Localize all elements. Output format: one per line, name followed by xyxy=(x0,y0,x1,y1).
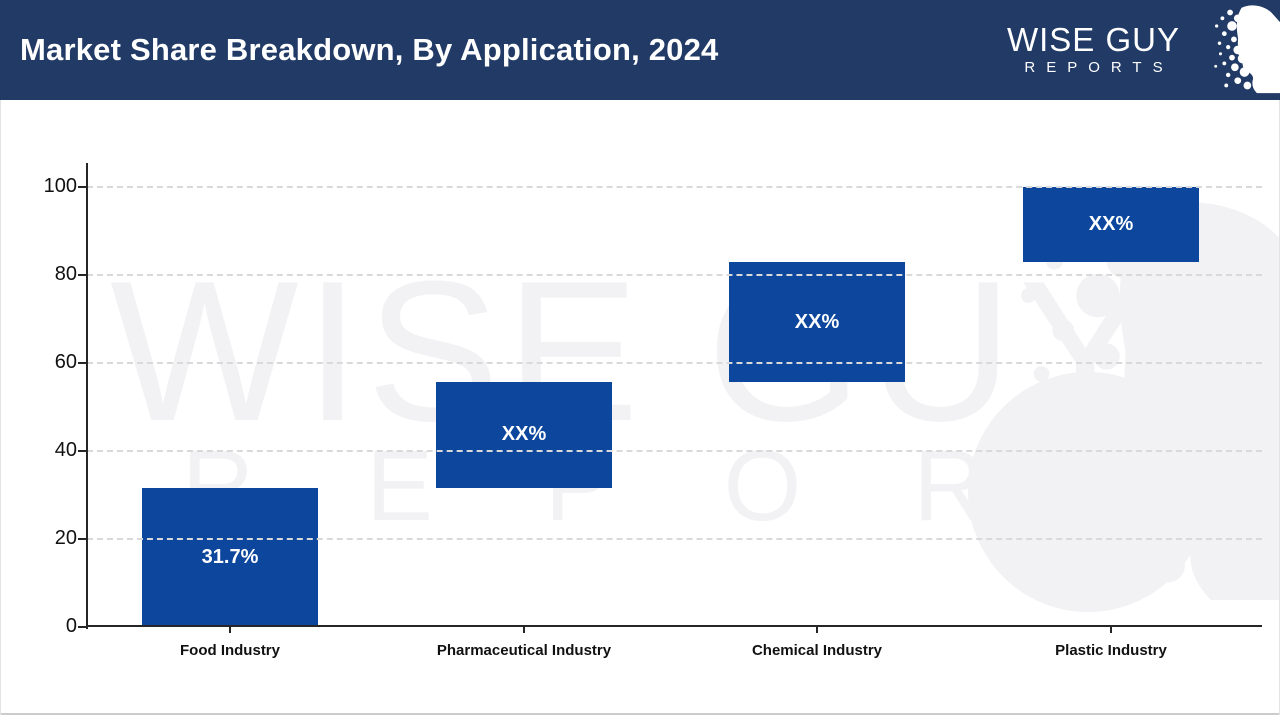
y-tick-mark xyxy=(78,362,87,364)
y-tick-mark xyxy=(78,538,87,540)
bottom-divider xyxy=(0,713,1280,715)
bar-chemical-industry: XX% xyxy=(729,261,905,383)
gridline-y80 xyxy=(87,274,1262,276)
logo-subtext: REPORTS xyxy=(1024,58,1174,76)
gridline-y40 xyxy=(87,450,1262,452)
y-tick-mark xyxy=(78,274,87,276)
y-axis-line xyxy=(86,163,88,629)
x-category-label: Pharmaceutical Industry xyxy=(436,642,612,659)
header-bar: Market Share Breakdown, By Application, … xyxy=(0,0,1280,100)
x-category-label: Food Industry xyxy=(180,642,280,659)
gridline-y100 xyxy=(87,186,1262,188)
bar-value-label: XX% xyxy=(501,423,547,446)
bar-pharmaceutical-industry: XX% xyxy=(436,382,612,488)
bar-plastic-industry: XX% xyxy=(1023,187,1199,262)
wiseguy-logo: WISE GUY REPORTS xyxy=(1007,4,1280,94)
logo-text: WISE GUY REPORTS xyxy=(1006,20,1180,77)
x-tick-mark xyxy=(523,626,525,633)
x-tick-mark xyxy=(1110,626,1112,633)
gridline-y20 xyxy=(87,538,1262,540)
bar-food-industry: 31.7% xyxy=(142,487,318,627)
y-tick-mark xyxy=(78,450,87,452)
y-tick-mark xyxy=(78,186,87,188)
bar-value-label: XX% xyxy=(794,310,840,333)
x-category-label: Chemical Industry xyxy=(751,642,883,659)
y-tick-label: 40 xyxy=(54,439,77,461)
bar-value-label: 31.7% xyxy=(201,545,259,568)
x-tick-mark xyxy=(229,626,231,633)
x-category-label: Plastic Industry xyxy=(1055,642,1167,659)
chart-title: Market Share Breakdown, By Application, … xyxy=(20,32,719,67)
y-tick-label: 100 xyxy=(43,175,77,197)
watermark-dot xyxy=(968,372,1208,612)
wiseguy-face-icon xyxy=(1184,4,1280,94)
y-tick-label: 80 xyxy=(54,263,77,285)
y-tick-label: 60 xyxy=(54,351,77,373)
watermark-wordmark: WISE GUY xyxy=(110,240,1159,463)
y-tick-mark xyxy=(78,626,87,628)
y-tick-label: 0 xyxy=(65,615,77,637)
gridline-y60 xyxy=(87,362,1262,364)
logo-wordmark: WISE GUY xyxy=(1006,20,1180,58)
left-edge-line xyxy=(0,100,1,715)
x-axis-line xyxy=(86,625,1262,627)
y-tick-label: 20 xyxy=(54,527,77,549)
bar-value-label: XX% xyxy=(1088,212,1134,235)
x-tick-mark xyxy=(816,626,818,633)
